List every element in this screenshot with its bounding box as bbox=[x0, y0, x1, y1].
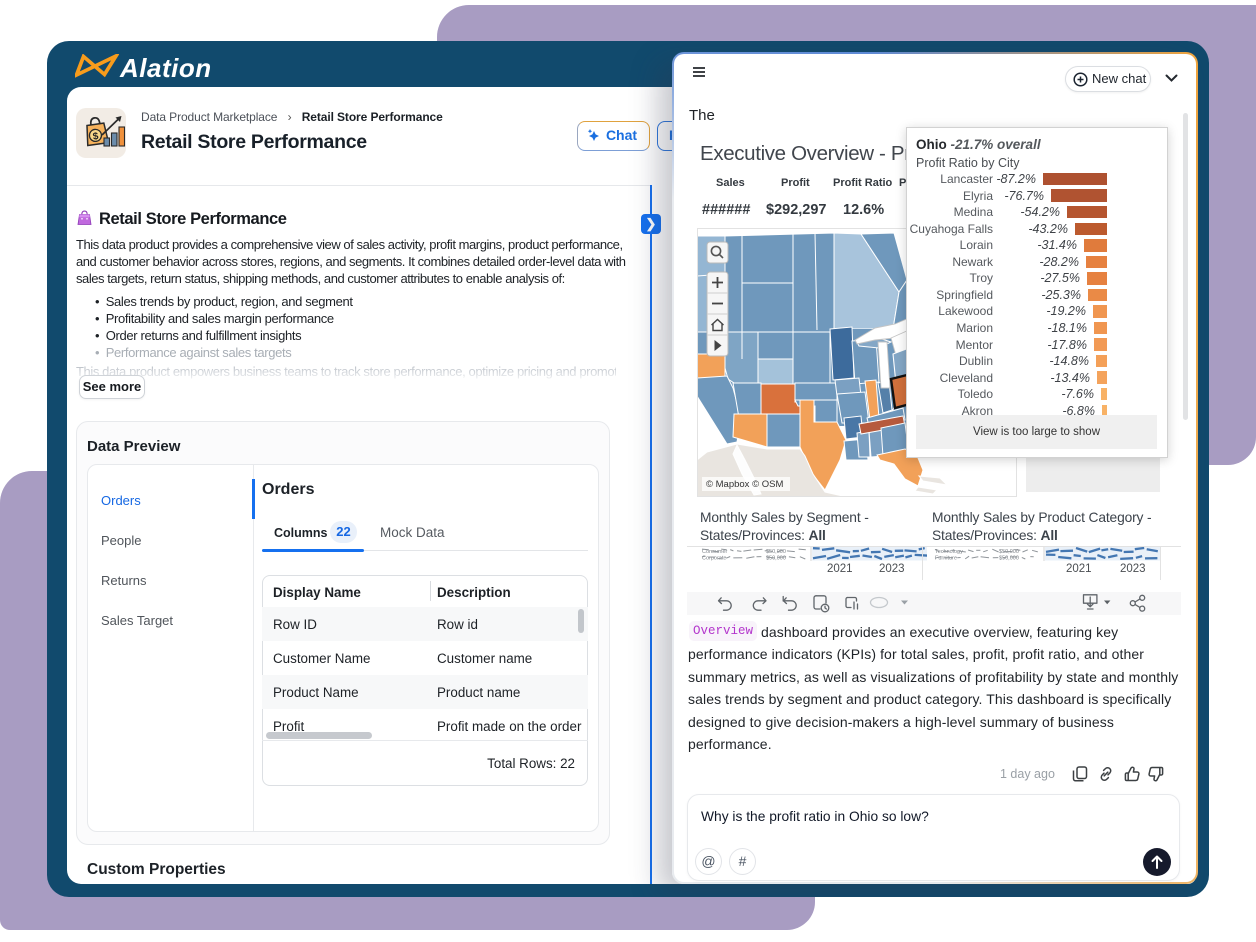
svg-text:Consumer: Consumer bbox=[702, 549, 728, 555]
svg-text:$50,000: $50,000 bbox=[766, 556, 786, 562]
svg-text:$: $ bbox=[92, 131, 99, 143]
svg-text:Furniture: Furniture bbox=[935, 556, 957, 562]
svg-text:$50,000: $50,000 bbox=[999, 556, 1019, 562]
svg-text:$50,000: $50,000 bbox=[766, 549, 786, 555]
svg-text:Technology: Technology bbox=[935, 549, 963, 555]
svg-text:© Mapbox © OSM: © Mapbox © OSM bbox=[706, 479, 783, 490]
svg-text:Corporate: Corporate bbox=[702, 556, 726, 562]
